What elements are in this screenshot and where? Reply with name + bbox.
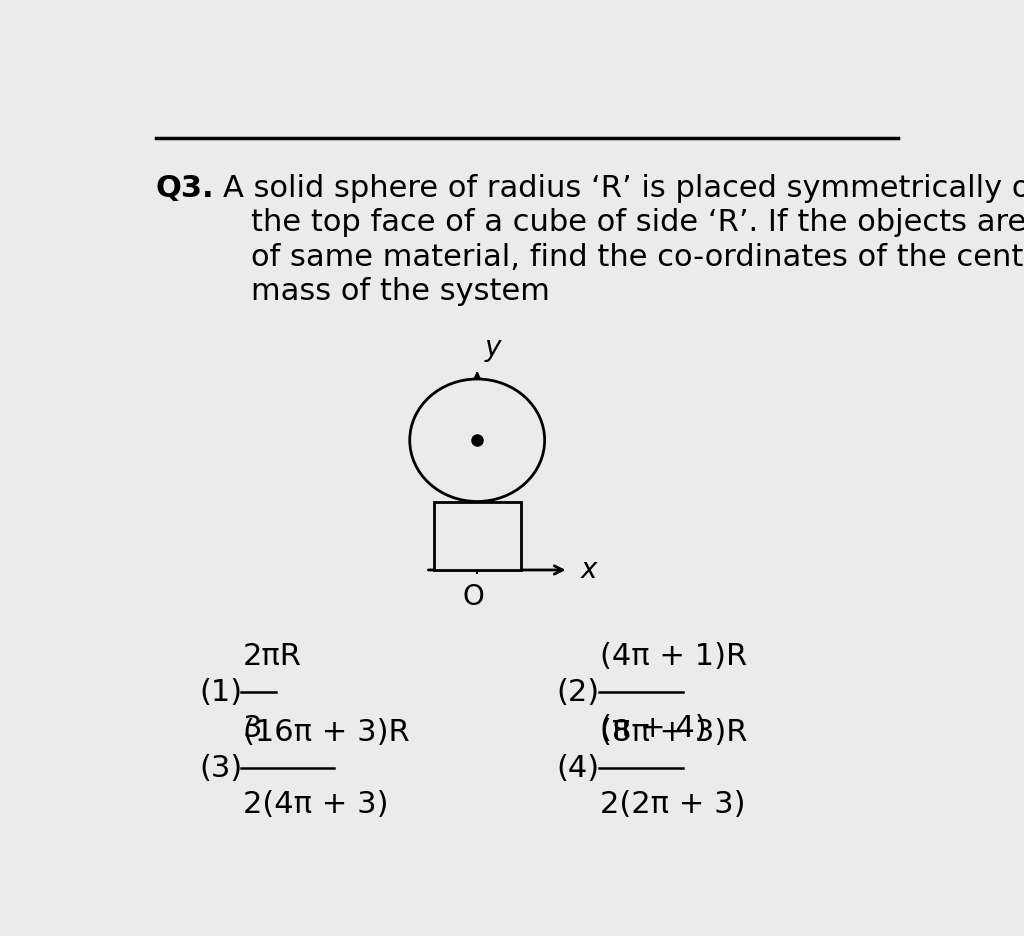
Text: (π + 4): (π + 4) — [600, 714, 707, 743]
Text: (8π + 3)R: (8π + 3)R — [600, 718, 748, 747]
Text: 3: 3 — [243, 714, 262, 743]
Text: A solid sphere of radius ‘R’ is placed symmetrically on: A solid sphere of radius ‘R’ is placed s… — [223, 173, 1024, 202]
Text: x: x — [581, 556, 597, 584]
Text: mass of the system: mass of the system — [251, 277, 550, 306]
Text: the top face of a cube of side ‘R’. If the objects are made: the top face of a cube of side ‘R’. If t… — [251, 208, 1024, 237]
Text: y: y — [485, 334, 502, 362]
Text: (1): (1) — [200, 678, 243, 707]
Text: (2): (2) — [557, 678, 600, 707]
Text: (16π + 3)R: (16π + 3)R — [243, 718, 410, 747]
Text: Q3.: Q3. — [156, 173, 214, 202]
Bar — [433, 502, 521, 570]
Text: 2πR: 2πR — [243, 642, 302, 671]
Text: of same material, find the co-ordinates of the cente of: of same material, find the co-ordinates … — [251, 242, 1024, 271]
Text: O: O — [463, 583, 484, 611]
Text: 2(4π + 3): 2(4π + 3) — [243, 790, 388, 819]
Circle shape — [410, 379, 545, 502]
Text: (4): (4) — [557, 753, 600, 782]
Text: (3): (3) — [200, 753, 243, 782]
Text: (4π + 1)R: (4π + 1)R — [600, 642, 748, 671]
Text: 2(2π + 3): 2(2π + 3) — [600, 790, 745, 819]
